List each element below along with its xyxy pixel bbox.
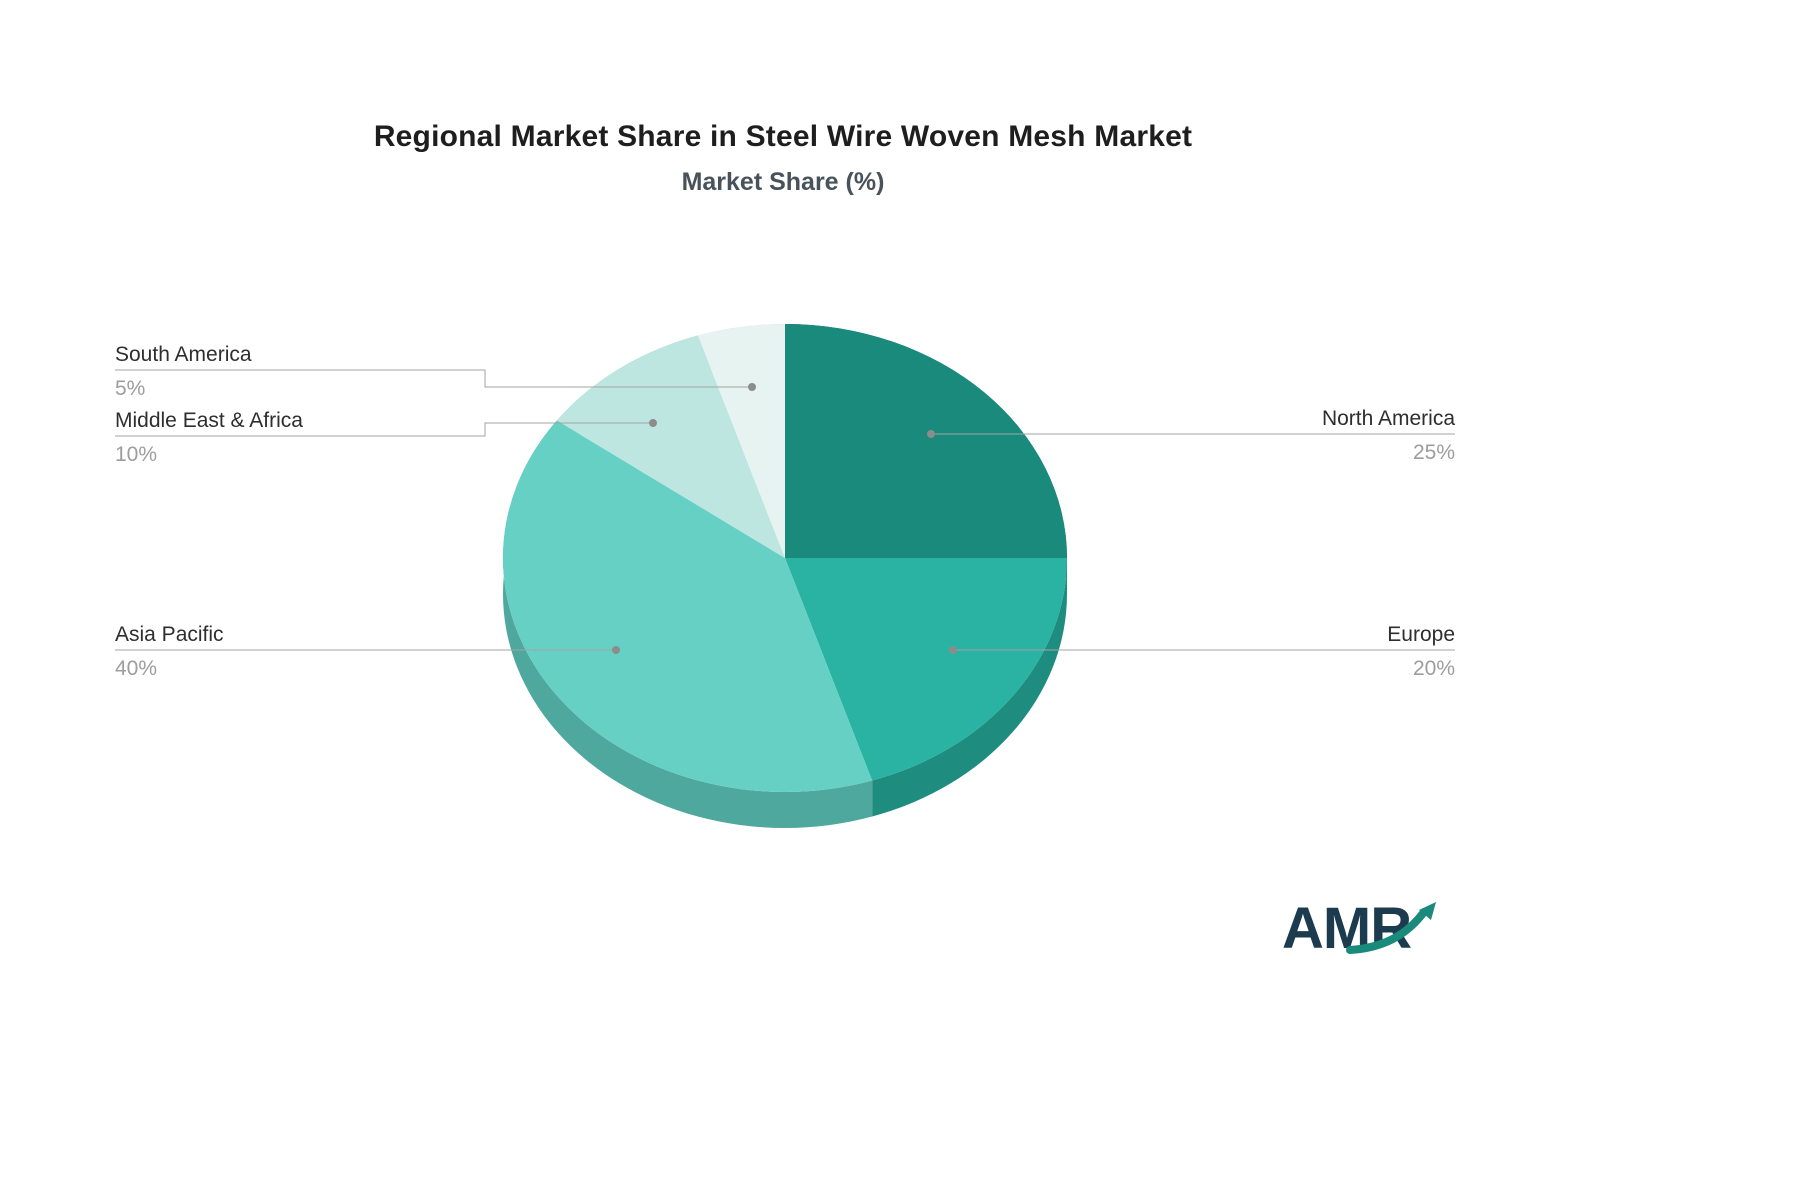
callout-asia-pacific-value: 40% (115, 657, 158, 680)
leader-line-middle-east-africa (115, 422, 653, 437)
pie-slice-1[interactable] (785, 558, 1067, 781)
callout-asia-pacific: Asia Pacific 40% (115, 620, 224, 684)
pie-slice-2[interactable] (502, 420, 873, 793)
leader-line-south-america (115, 369, 752, 388)
pie-slices (502, 324, 1067, 793)
amr-logo-arrow-swoosh (1346, 908, 1428, 954)
callout-middle-east-africa-value: 10% (115, 443, 158, 466)
callout-south-america: South America 5% (115, 340, 252, 404)
leader-lines (115, 369, 1455, 654)
pie-slice-side-1 (872, 558, 1067, 817)
amr-logo-arrow-head (1419, 902, 1436, 920)
callout-north-america-value: 25% (1412, 441, 1455, 464)
callout-south-america-value: 5% (115, 377, 146, 400)
callout-south-america-label: South America (115, 343, 252, 366)
pie-slice-3[interactable] (556, 335, 785, 558)
callout-europe: Europe 20% (1387, 620, 1455, 684)
leader-dot-north-america (927, 430, 935, 438)
callout-middle-east-africa: Middle East & Africa 10% (115, 406, 303, 470)
callout-north-america-label: North America (1321, 407, 1455, 430)
chart-title: Regional Market Share in Steel Wire Wove… (373, 120, 1193, 153)
pie-slice-0[interactable] (785, 324, 1067, 558)
amr-logo-arrow-icon (1346, 902, 1436, 954)
leader-dot-europe (949, 646, 957, 654)
callout-north-america: North America 25% (1322, 404, 1455, 468)
callout-europe-value: 20% (1412, 657, 1455, 680)
pie-slice-4[interactable] (697, 324, 785, 558)
leader-dot-south-america (748, 383, 756, 391)
leader-dot-asia-pacific (612, 646, 620, 654)
callout-asia-pacific-label: Asia Pacific (115, 623, 224, 646)
leader-dot-middle-east-africa (649, 419, 657, 427)
callout-europe-label: Europe (1387, 623, 1455, 646)
chart-subtitle: Market Share (%) (681, 168, 885, 196)
amr-logo: AMR (1282, 898, 1472, 968)
callout-middle-east-africa-label: Middle East & Africa (115, 409, 303, 432)
